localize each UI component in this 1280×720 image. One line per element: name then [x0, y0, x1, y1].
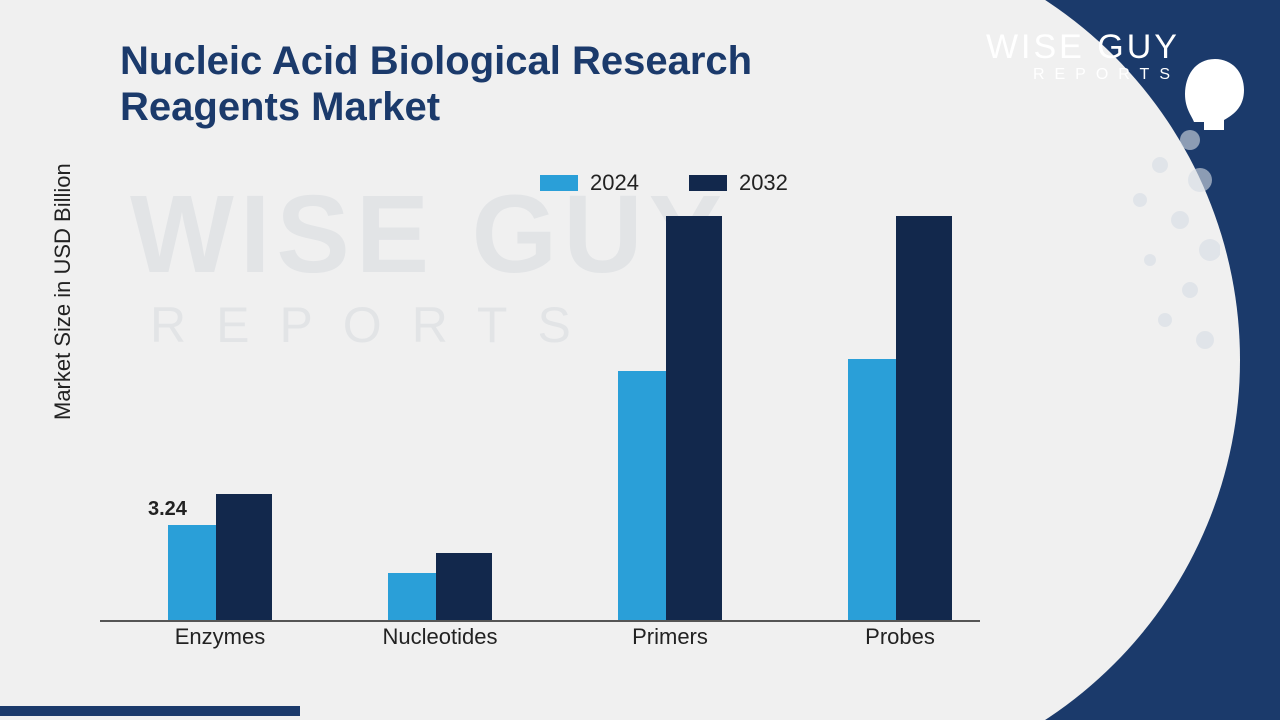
legend-label: 2032	[739, 170, 788, 196]
brand-logo: WISE GUY REPORTS	[986, 30, 1250, 84]
bar-chart: Enzymes Nucleotides Primers Probes 3.24	[100, 210, 980, 650]
bar-group	[820, 216, 980, 620]
legend-item: 2032	[689, 170, 788, 196]
x-tick-label: Nucleotides	[360, 624, 520, 650]
bar-2032	[896, 216, 952, 620]
value-label: 3.24	[148, 498, 187, 521]
legend-item: 2024	[540, 170, 639, 196]
legend-swatch-2032	[689, 175, 727, 191]
dots-decoration	[1040, 120, 1220, 380]
bar-group	[360, 553, 520, 620]
brand-sub: REPORTS	[986, 66, 1180, 84]
y-axis-label: Market Size in USD Billion	[50, 163, 76, 420]
bottom-accent-strip	[0, 706, 300, 716]
x-axis-line	[100, 620, 980, 622]
legend-label: 2024	[590, 170, 639, 196]
x-tick-label: Enzymes	[140, 624, 300, 650]
chart-title: Nucleic Acid Biological Research Reagent…	[120, 38, 820, 130]
bar-2032	[666, 216, 722, 620]
legend: 2024 2032	[540, 170, 788, 196]
legend-swatch-2024	[540, 175, 578, 191]
report-canvas: WISE GUY REPORTS Nucleic Acid Biological…	[0, 0, 1280, 720]
x-tick-label: Probes	[820, 624, 980, 650]
brand-main: WISE GUY	[986, 30, 1180, 64]
x-tick-label: Primers	[590, 624, 750, 650]
bar-group	[590, 216, 750, 620]
bar-2032	[216, 494, 272, 620]
bar-2032	[436, 553, 492, 620]
